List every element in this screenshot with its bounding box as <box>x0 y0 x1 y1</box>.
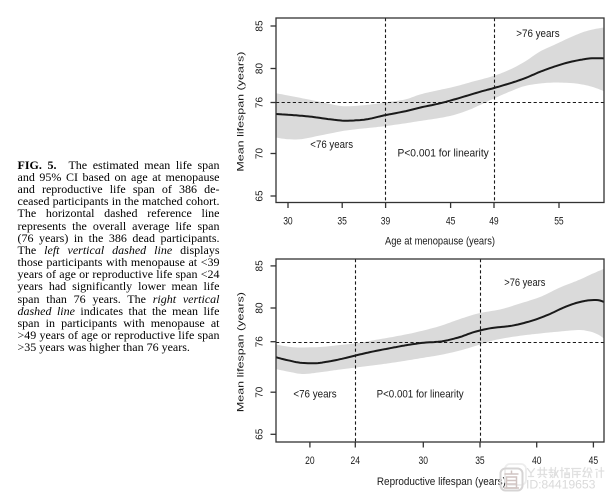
svg-text:>76 years: >76 years <box>504 277 545 289</box>
svg-text:35: 35 <box>475 455 485 467</box>
svg-text:65: 65 <box>254 428 265 440</box>
svg-text:65: 65 <box>254 190 265 202</box>
svg-text:70: 70 <box>254 148 265 160</box>
svg-text:70: 70 <box>254 386 265 398</box>
svg-text:80: 80 <box>254 302 265 314</box>
svg-text:Mean lifespan (years): Mean lifespan (years) <box>236 52 247 172</box>
svg-text:85: 85 <box>254 260 265 272</box>
svg-text:Mean lifespan (years): Mean lifespan (years) <box>236 292 247 412</box>
svg-text:Age at menopause (years): Age at menopause (years) <box>385 236 495 248</box>
svg-text:49: 49 <box>489 216 499 228</box>
svg-text:85: 85 <box>254 20 265 32</box>
svg-text:20: 20 <box>305 455 315 467</box>
svg-text:<76 years: <76 years <box>310 139 353 151</box>
svg-text:45: 45 <box>446 216 456 228</box>
svg-text:P<0.001 for linearity: P<0.001 for linearity <box>377 389 465 401</box>
svg-text:30: 30 <box>419 455 429 467</box>
svg-text:30: 30 <box>283 216 293 228</box>
svg-text:55: 55 <box>554 216 564 228</box>
svg-text:40: 40 <box>532 455 542 467</box>
svg-text:<76 years: <76 years <box>293 389 336 401</box>
svg-text:ID:84419653: ID:84419653 <box>526 478 596 492</box>
svg-text:45: 45 <box>589 455 599 467</box>
svg-text:>76 years: >76 years <box>516 28 559 40</box>
svg-text:76: 76 <box>254 97 265 109</box>
svg-text:39: 39 <box>381 216 391 228</box>
svg-text:Reproductive lifespan (years): Reproductive lifespan (years) <box>377 476 506 488</box>
svg-text:76: 76 <box>254 336 265 348</box>
svg-text:24: 24 <box>351 455 361 467</box>
svg-text:35: 35 <box>337 216 347 228</box>
svg-text:P<0.001 for linearity: P<0.001 for linearity <box>398 148 490 160</box>
svg-text:80: 80 <box>254 63 265 75</box>
